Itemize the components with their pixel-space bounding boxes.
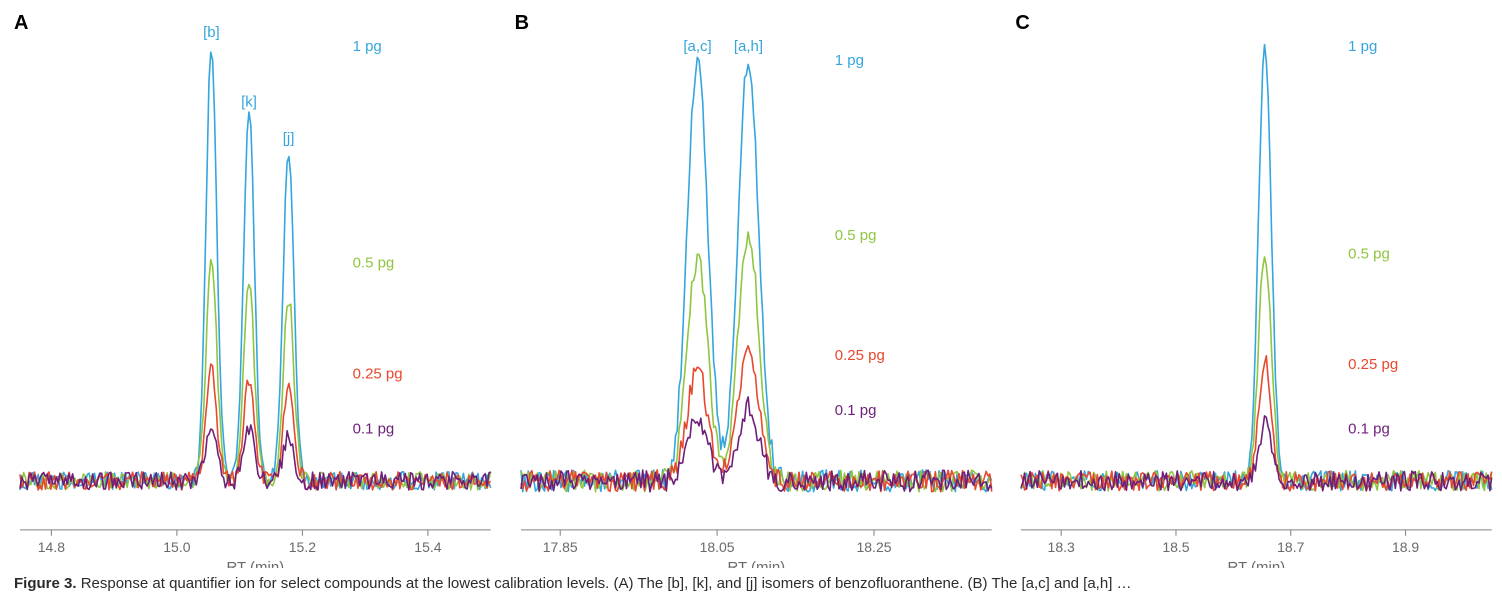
figure-container: A 14.8 15.0 15.2 15.4 RT (min) [b] [k] [j] 1 pg 0… [0,0,1502,614]
x-axis-title: RT (min) [727,559,785,568]
panels-row: A 14.8 15.0 15.2 15.4 RT (min) [b] [k] [j] 1 pg 0… [0,0,1502,568]
series-label-025pg: 0.25 pg [353,365,403,382]
panel-letter-a: A [14,12,28,35]
series-label-05pg: 0.5 pg [353,255,395,272]
trace-1pg [20,52,491,490]
trace-1pg [521,57,992,491]
panel-letter-b: B [515,12,529,35]
figure-number: Figure 3. [14,575,77,592]
x-tick-label: 18.05 [699,539,734,555]
panel-a: A 14.8 15.0 15.2 15.4 RT (min) [b] [k] [j] 1 pg 0… [0,8,501,568]
series-label-1pg: 1 pg [834,52,863,69]
series-label-05pg: 0.5 pg [1349,245,1391,262]
panel-c: C 18.3 18.5 18.7 18.9 RT (min) 1 pg 0.5 pg 0.25… [1001,8,1502,568]
x-axis-title: RT (min) [1228,559,1286,568]
series-label-1pg: 1 pg [353,38,382,55]
trace-025pg [521,346,992,492]
peak-label: [k] [241,93,257,110]
chart-b: 17.85 18.05 18.25 RT (min) [a,c] [a,h] 1 pg 0.5… [501,8,1002,568]
series-label-025pg: 0.25 pg [1349,356,1399,373]
x-tick-label: 18.5 [1163,539,1190,555]
series-label-01pg: 0.1 pg [1349,421,1391,438]
x-tick-label: 18.25 [856,539,891,555]
x-tick-label: 18.3 [1048,539,1075,555]
x-tick-label: 15.2 [289,539,316,555]
x-tick-label: 18.9 [1392,539,1419,555]
x-tick-label: 15.0 [163,539,190,555]
series-label-01pg: 0.1 pg [353,421,395,438]
x-tick-label: 14.8 [38,539,65,555]
figure-caption: Figure 3. Response at quantifier ion for… [0,568,1502,594]
peak-label: [j] [283,130,295,147]
x-axis-title: RT (min) [226,559,284,568]
trace-025pg [1021,356,1492,491]
panel-b: B 17.85 18.05 18.25 RT (min) [a,c] [a,h] 1 pg 0… [501,8,1002,568]
x-tick-label: 15.4 [414,539,441,555]
series-label-025pg: 0.25 pg [834,347,884,364]
x-tick-label: 18.7 [1278,539,1305,555]
panel-letter-c: C [1015,12,1029,35]
peak-label: [a,h] [734,38,763,55]
series-label-01pg: 0.1 pg [834,402,876,419]
series-label-1pg: 1 pg [1349,38,1378,55]
peak-label: [a,c] [683,38,711,55]
trace-05pg [521,232,992,492]
chart-a: 14.8 15.0 15.2 15.4 RT (min) [b] [k] [j] 1 pg 0.5… [0,8,501,568]
series-label-05pg: 0.5 pg [834,227,876,244]
chart-c: 18.3 18.5 18.7 18.9 RT (min) 1 pg 0.5 pg 0.25 p… [1001,8,1502,568]
peak-label: [b] [203,24,220,41]
caption-text: Response at quantifier ion for select co… [81,575,1132,592]
x-tick-label: 17.85 [542,539,577,555]
